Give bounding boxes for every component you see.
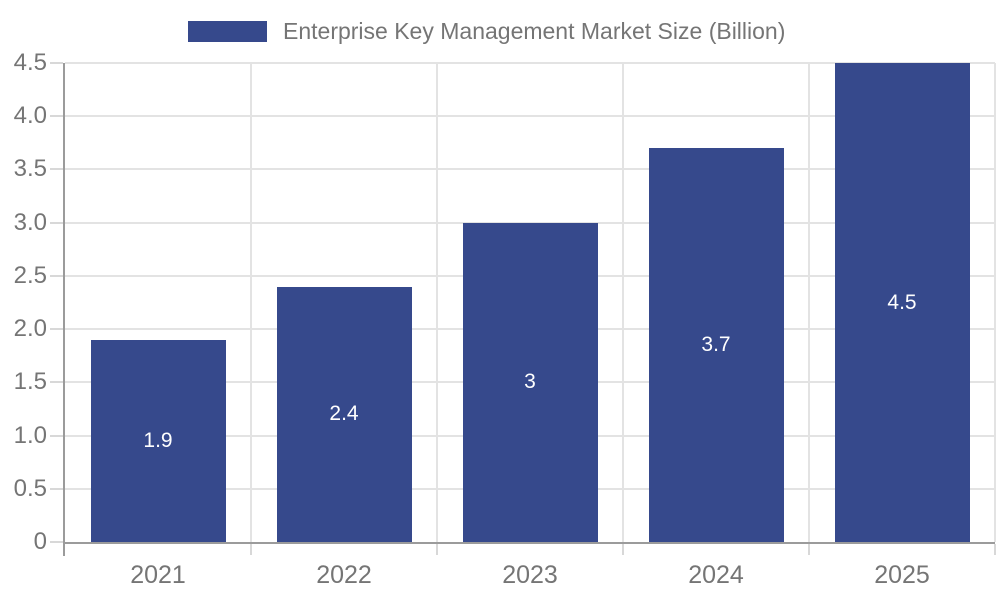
gridline-vertical	[436, 63, 438, 542]
x-axis-category-label: 2022	[316, 561, 372, 589]
bar-value-label: 2.4	[329, 402, 359, 426]
bar-2022: 2.4	[276, 286, 412, 542]
y-axis-tick	[50, 487, 63, 490]
bar-value-label: 3.7	[701, 333, 731, 357]
gridline-vertical	[250, 63, 252, 542]
y-axis-tick	[50, 381, 63, 384]
gridline-vertical	[622, 63, 624, 542]
y-axis-tick	[50, 328, 63, 331]
y-axis-tick	[50, 115, 63, 118]
y-axis-tick	[50, 62, 63, 64]
x-axis-category-label: 2024	[688, 561, 744, 589]
legend-label: Enterprise Key Management Market Size (B…	[283, 18, 786, 44]
y-axis-tick-label: 4.5	[13, 49, 47, 76]
y-axis-tick	[50, 168, 63, 171]
x-axis-category-label: 2025	[874, 561, 930, 589]
y-axis-tick	[50, 541, 63, 543]
x-axis-line	[63, 542, 995, 544]
y-axis-tick-label: 0	[33, 528, 47, 555]
gridline-vertical	[808, 63, 810, 542]
legend: Enterprise Key Management Market Size (B…	[188, 17, 785, 45]
bar-2023: 3	[462, 222, 598, 542]
y-axis-tick	[50, 221, 63, 224]
legend-swatch	[188, 20, 267, 42]
y-axis-tick-label: 3.5	[13, 155, 47, 183]
bar-value-label: 4.5	[887, 290, 917, 314]
x-axis-category-label: 2023	[502, 561, 558, 589]
x-axis-tick	[808, 544, 810, 555]
y-axis-tick-label: 1.5	[13, 368, 47, 396]
y-axis-line	[63, 63, 65, 556]
gridline-vertical	[994, 63, 996, 542]
y-axis-tick	[50, 274, 63, 277]
bar-2021: 1.9	[90, 339, 226, 542]
x-axis-tick	[994, 544, 996, 555]
x-axis-tick	[622, 544, 624, 555]
gridline-horizontal	[65, 168, 995, 171]
y-axis-tick-label: 1.0	[13, 421, 47, 449]
bar-value-label: 1.9	[143, 428, 173, 452]
plot-area: 1.9 2.4 3 3.7 4.5	[50, 62, 996, 556]
x-axis-tick	[436, 544, 438, 555]
x-axis-category-label: 2021	[130, 561, 186, 589]
y-axis-tick	[50, 434, 63, 437]
bar-2024: 3.7	[648, 148, 784, 542]
x-axis-tick	[250, 544, 252, 555]
y-axis-tick-label: 0.5	[13, 474, 47, 502]
gridline-horizontal	[65, 115, 995, 118]
y-axis-tick-label: 2.5	[13, 261, 47, 289]
y-axis-tick-label: 3.0	[13, 208, 47, 236]
y-axis-tick-label: 2.0	[13, 315, 47, 343]
bar-2025: 4.5	[834, 63, 970, 542]
gridline-horizontal	[65, 62, 995, 64]
bar-value-label: 3	[524, 370, 536, 394]
y-axis-tick-label: 4.0	[13, 102, 47, 130]
